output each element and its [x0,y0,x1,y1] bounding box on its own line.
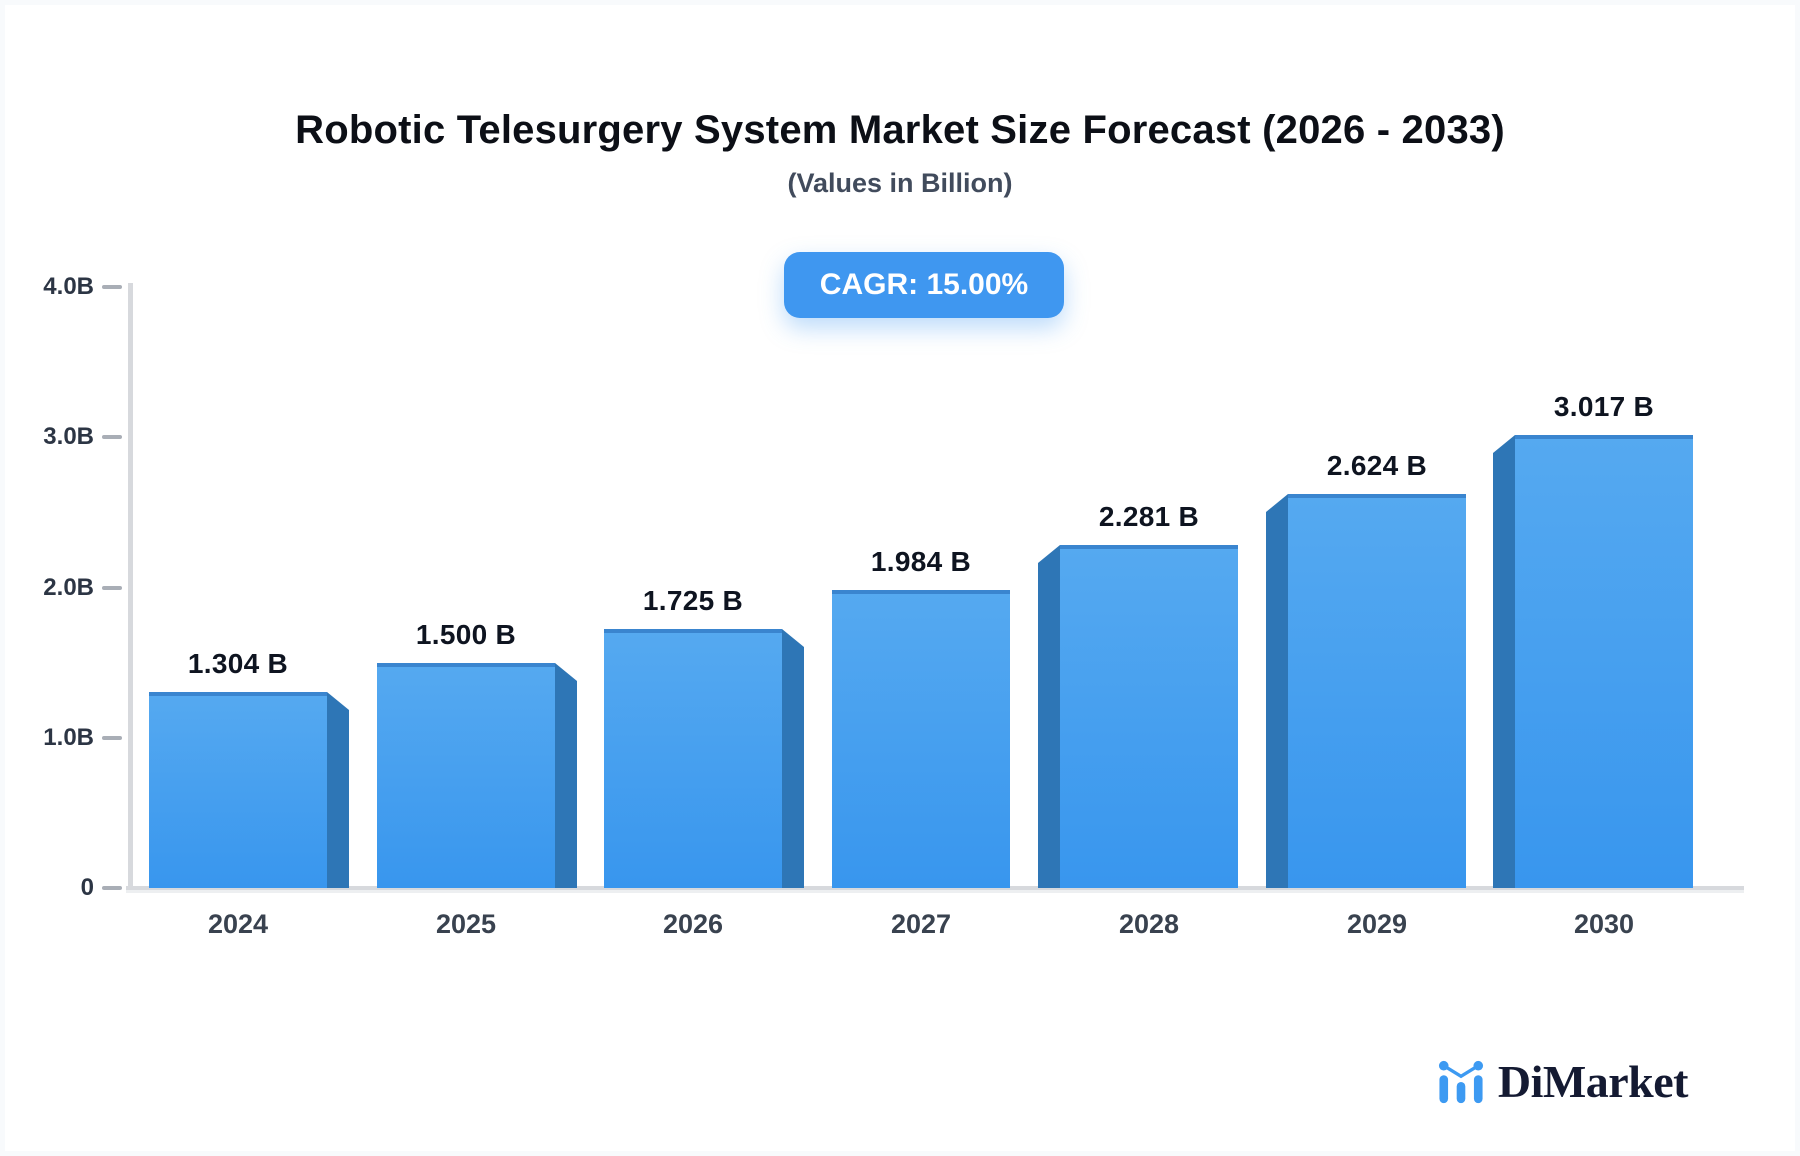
xtick-label: 2030 [1573,909,1635,939]
bar-value-label: 1.304 B [187,648,289,679]
ytick-label: 2.0B [43,573,94,601]
bar-side-panel [327,692,349,888]
bar-line-chart-logo-icon [1438,1060,1483,1103]
x-axis-line [126,886,1744,890]
bar-value-label: 3.017 B [1553,391,1655,422]
ytick-dash [102,585,122,590]
ytick-label: 0 [80,874,94,901]
ytick-label: 4.0B [43,273,94,300]
bar-2025 [377,663,555,888]
bar-value-label: 1.500 B [415,619,517,650]
bar-side-panel [1266,494,1288,888]
ytick-dash [102,735,122,740]
ytick-label: 1.0B [43,723,94,751]
bar-side-panel [1493,435,1515,888]
xtick-label: 2026 [662,909,724,939]
bar-2026 [604,629,782,888]
ytick-dash [102,435,122,440]
xtick-label: 2025 [435,909,497,939]
bar-value-label: 1.725 B [642,585,744,616]
bar-side-panel [1038,545,1060,888]
bar-2027 [832,590,1010,888]
cagr-badge: CAGR: 15.00% [783,252,1065,318]
page-title: Robotic Telesurgery System Market Size F… [295,108,1505,152]
bar-value-label: 2.281 B [1098,501,1200,532]
page-subtitle: (Values in Billion) [787,168,1013,198]
bar-side-panel [782,629,804,888]
cagr-badge-row: CAGR: 15.00% [0,252,1800,318]
bar-side-panel [555,663,577,888]
ytick-dash [102,285,122,289]
bar-2024 [149,692,327,888]
plot-area: 4.0B 3.0B 2.0B 1.0B 0 1.304 B 2024 1.500 B 2025 1… [0,273,1800,987]
xtick-label: 2029 [1346,909,1408,939]
ytick-label: 3.0B [43,423,94,451]
bar-value-label: 1.984 B [870,546,972,577]
ytick-dash [102,886,122,890]
x-axis-shadow [126,890,1744,893]
xtick-label: 2024 [207,909,269,939]
logo-text: DiMarket [1497,1056,1689,1107]
xtick-label: 2027 [890,909,952,939]
bar-2028 [1060,545,1238,888]
brand-logo: DiMarket [1438,1055,1689,1108]
y-axis-line [128,283,133,890]
bar-2030 [1515,435,1693,888]
bar-2029 [1288,494,1466,888]
bar-value-label: 2.624 B [1326,450,1428,481]
xtick-label: 2028 [1118,909,1180,939]
